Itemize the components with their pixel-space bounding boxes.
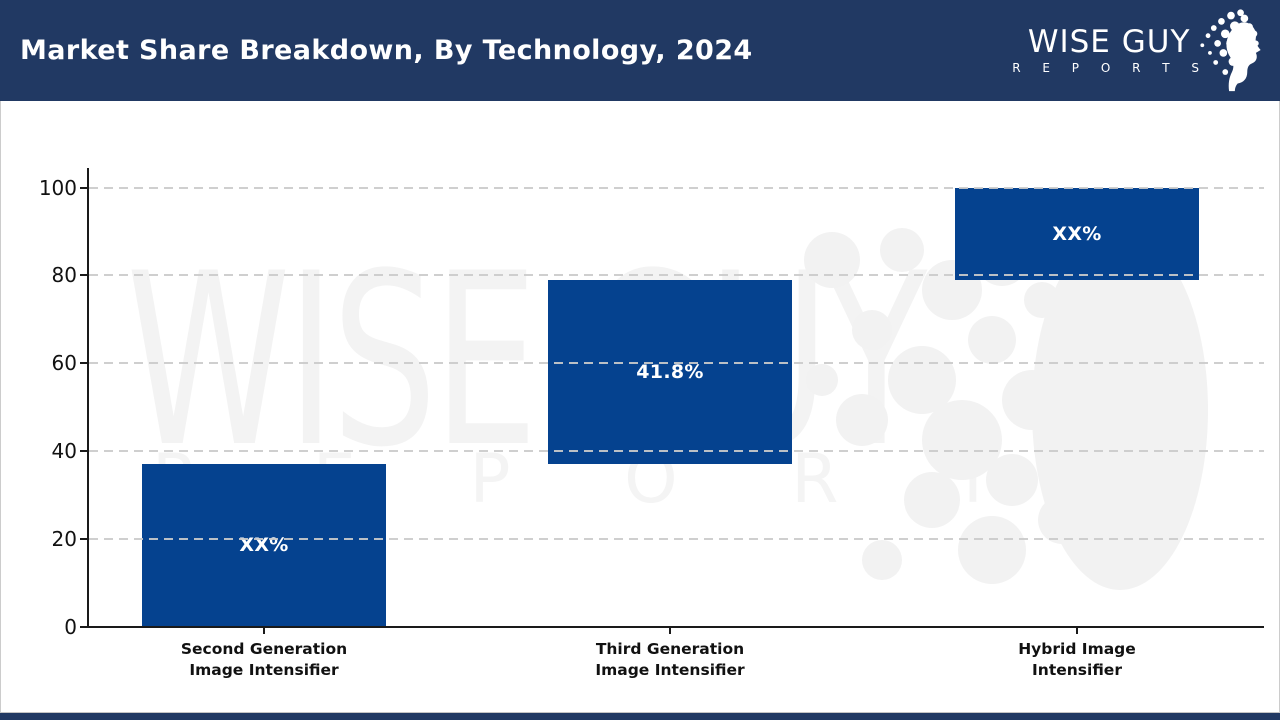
logo: WISE GUY R E P O R T S <box>1010 7 1268 95</box>
y-tick-mark <box>80 538 87 541</box>
watermark-wordmark: WISE GUY <box>126 223 927 500</box>
bar: XX% <box>142 463 386 627</box>
y-axis-line <box>87 168 89 628</box>
bar: XX% <box>955 187 1199 280</box>
y-tick-mark <box>80 274 87 277</box>
gridline <box>89 538 1264 541</box>
gridline <box>89 186 1264 189</box>
x-axis-line <box>86 626 1264 628</box>
x-category-label: Hybrid Image Intensifier <box>1018 640 1136 679</box>
x-category-label: Third Generation Image Intensifier <box>595 640 745 679</box>
y-tick-label: 20 <box>51 527 77 552</box>
y-tick-mark <box>80 626 87 628</box>
y-tick-label: 60 <box>51 351 77 376</box>
x-tick-mark <box>1076 628 1078 634</box>
logo-wordmark: WISE GUY <box>1027 24 1191 60</box>
gridline <box>89 450 1264 453</box>
bar-value-label: XX% <box>239 534 289 557</box>
gridline <box>89 274 1264 277</box>
header-bar: Market Share Breakdown, By Technology, 2… <box>0 0 1280 101</box>
x-category-label: Second Generation Image Intensifier <box>180 640 348 679</box>
y-tick-mark <box>80 450 87 453</box>
x-tick-mark <box>669 628 671 634</box>
logo-subtitle: R E P O R T S <box>1012 61 1208 75</box>
y-tick-label: 40 <box>51 439 77 464</box>
gridline <box>89 362 1264 365</box>
footer-bar <box>0 713 1280 720</box>
y-tick-label: 80 <box>51 263 77 288</box>
chart-title: Market Share Breakdown, By Technology, 2… <box>20 35 753 66</box>
wiseguy-face-icon <box>1200 8 1261 91</box>
y-tick-mark <box>80 362 87 365</box>
bar-value-label: XX% <box>1052 222 1102 245</box>
bar-value-label: 41.8% <box>636 360 704 383</box>
x-tick-mark <box>263 628 265 634</box>
bar: 41.8% <box>548 279 792 464</box>
y-tick-label: 100 <box>38 175 77 200</box>
y-tick-mark <box>80 186 87 189</box>
y-tick-label: 0 <box>64 615 77 639</box>
watermark-face-dots <box>804 228 1208 590</box>
logo-text: WISE GUY R E P O R T S <box>1010 26 1208 75</box>
